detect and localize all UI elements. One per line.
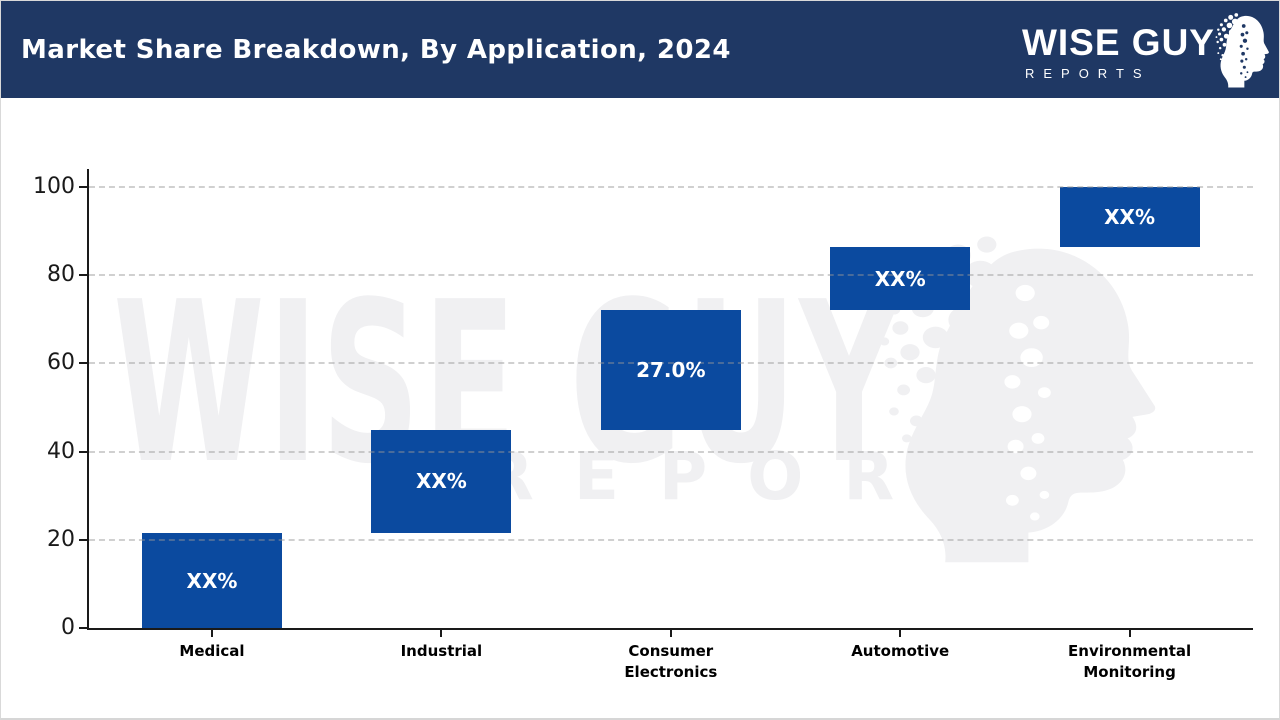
bar-value-label: XX%: [186, 568, 238, 593]
x-category-label: Industrial: [400, 642, 483, 660]
x-axis-line: [87, 628, 1253, 630]
y-tick-mark: [79, 362, 87, 365]
page-title: Market Share Breakdown, By Application, …: [21, 34, 731, 65]
x-tick-mark: [669, 630, 672, 637]
y-tick-label: 100: [33, 174, 75, 199]
bar-value-label: XX%: [1104, 204, 1156, 229]
chart-bar: [830, 246, 971, 311]
x-tick-mark: [1128, 630, 1131, 637]
x-tick-mark: [440, 630, 443, 637]
header-band: Market Share Breakdown, By Application, …: [1, 1, 1279, 98]
y-tick-label: 60: [47, 350, 75, 376]
logo-text: WISE GUY REPORTS: [1021, 22, 1215, 82]
y-tick-mark: [79, 450, 87, 453]
y-tick-mark: [79, 186, 87, 188]
y-tick-label: 80: [47, 262, 75, 288]
x-tick-mark: [211, 630, 213, 637]
y-gridline: [89, 274, 1253, 277]
y-axis-line: [87, 169, 89, 630]
wiseguy-head-icon: [1209, 10, 1271, 94]
y-gridline: [89, 450, 1253, 453]
y-tick-mark: [79, 274, 87, 277]
y-tick-mark: [79, 538, 87, 541]
chart-bar: [371, 429, 512, 534]
logo-reports-label: REPORTS: [1024, 66, 1151, 81]
x-category-label: Consumer Electronics: [624, 642, 718, 681]
x-category-label: Environmental Monitoring: [1068, 642, 1192, 681]
y-tick-label: 0: [61, 615, 75, 640]
chart-bar: [600, 310, 741, 430]
x-category-label: Automotive: [851, 642, 950, 660]
logo-wise-guy-label: WISE GUY: [1021, 22, 1215, 63]
x-tick-mark: [899, 630, 902, 637]
bar-value-label: XX%: [415, 469, 467, 494]
y-gridline: [89, 362, 1253, 365]
y-tick-label: 40: [47, 438, 75, 464]
bar-value-label: 27.0%: [636, 358, 706, 382]
y-tick-mark: [79, 627, 87, 629]
bar-value-label: XX%: [874, 266, 926, 291]
y-tick-label: 20: [47, 526, 75, 552]
x-category-label: Medical: [179, 642, 245, 660]
chart-bar: [1059, 187, 1200, 247]
chart-bar: [142, 533, 282, 628]
y-gridline: [89, 538, 1253, 541]
y-gridline: [89, 186, 1253, 188]
wise-guy-reports-logo: WISE GUY REPORTS: [1022, 10, 1271, 94]
